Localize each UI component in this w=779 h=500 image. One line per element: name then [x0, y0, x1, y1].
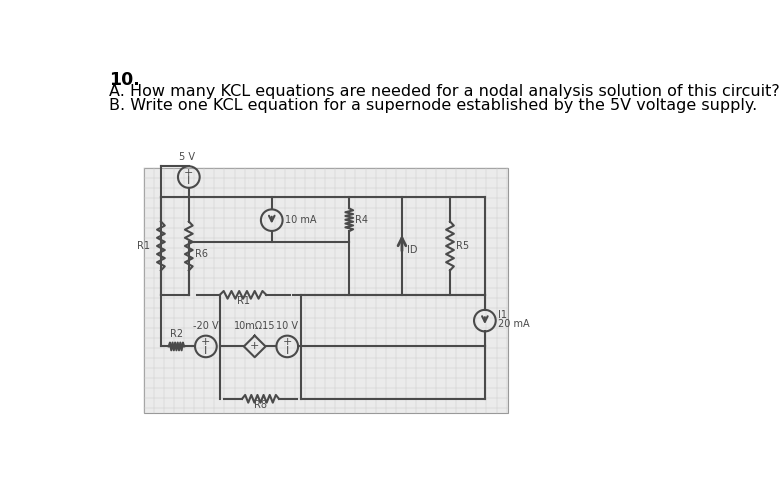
Text: R8: R8 — [254, 400, 266, 410]
Text: R4: R4 — [355, 215, 368, 225]
Text: I: I — [204, 346, 207, 356]
Text: -20 V: -20 V — [193, 320, 219, 330]
Text: +: + — [184, 168, 193, 178]
Text: R6: R6 — [195, 248, 208, 258]
Text: ID: ID — [407, 245, 417, 255]
Text: B. Write one KCL equation for a supernode established by the 5V voltage supply.: B. Write one KCL equation for a supernod… — [109, 98, 757, 112]
Text: R1: R1 — [237, 296, 249, 306]
Text: R5: R5 — [456, 241, 469, 251]
Text: 10 V: 10 V — [277, 320, 298, 330]
Text: R2: R2 — [170, 329, 183, 339]
Text: I1: I1 — [498, 310, 507, 320]
Text: 20 mA: 20 mA — [498, 319, 530, 329]
Text: 5 V: 5 V — [179, 152, 196, 162]
Text: 10 mA: 10 mA — [285, 215, 316, 225]
Text: 10.: 10. — [109, 71, 139, 89]
FancyBboxPatch shape — [144, 168, 508, 412]
Text: +: + — [201, 338, 210, 347]
Text: A. How many KCL equations are needed for a nodal analysis solution of this circu: A. How many KCL equations are needed for… — [109, 84, 779, 99]
Text: +: + — [250, 342, 259, 351]
Text: I: I — [187, 176, 190, 186]
Text: 10mΩ15: 10mΩ15 — [234, 320, 276, 330]
Text: R1: R1 — [137, 241, 150, 251]
Text: I: I — [286, 346, 289, 356]
Text: +: + — [283, 338, 292, 347]
